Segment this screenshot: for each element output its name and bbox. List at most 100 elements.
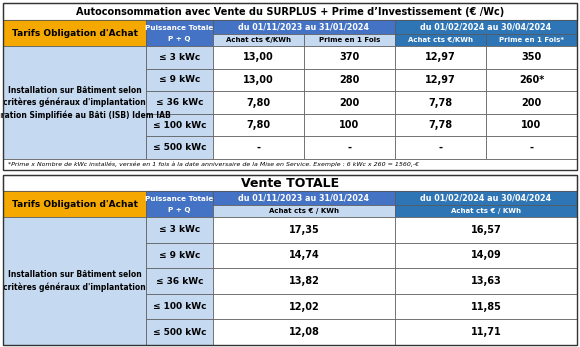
Bar: [395, 294, 577, 319]
Text: Prime en 1 Fois*: Prime en 1 Fois*: [499, 37, 564, 43]
Bar: [146, 20, 213, 46]
Text: 12,97: 12,97: [425, 52, 456, 62]
Text: du 01/02/2024 au 30/04/2024: du 01/02/2024 au 30/04/2024: [420, 23, 552, 32]
Text: 17,35: 17,35: [289, 225, 320, 235]
Text: 11,85: 11,85: [470, 302, 502, 312]
Text: ≤ 9 kWc: ≤ 9 kWc: [159, 75, 200, 84]
Bar: [395, 205, 577, 217]
Bar: [213, 217, 395, 243]
Bar: [486, 34, 577, 46]
Text: Achat cts € / KWh: Achat cts € / KWh: [269, 208, 339, 214]
Text: du 01/02/2024 au 30/04/2024: du 01/02/2024 au 30/04/2024: [420, 194, 552, 203]
Text: 200: 200: [339, 98, 360, 108]
Bar: [3, 46, 146, 159]
Text: ≤ 100 kWc: ≤ 100 kWc: [153, 121, 206, 129]
Text: Installation sur Bâtiment selon
critères généraux d'implantation: Installation sur Bâtiment selon critères…: [3, 270, 146, 292]
Text: ≤ 100 kWc: ≤ 100 kWc: [153, 302, 206, 311]
Text: -: -: [256, 143, 260, 153]
Bar: [213, 69, 304, 91]
Bar: [146, 191, 213, 217]
Bar: [395, 243, 577, 268]
Bar: [146, 243, 213, 268]
Bar: [213, 34, 304, 46]
Bar: [395, 114, 486, 136]
Bar: [395, 136, 486, 159]
Bar: [3, 175, 577, 191]
Text: Autoconsommation avec Vente du SURPLUS + Prime d’Investissement (€ /Wc): Autoconsommation avec Vente du SURPLUS +…: [76, 7, 504, 17]
Bar: [486, 136, 577, 159]
Text: Puissance Totale: Puissance Totale: [146, 25, 213, 31]
Text: du 01/11/2023 au 31/01/2024: du 01/11/2023 au 31/01/2024: [238, 23, 369, 32]
Bar: [395, 20, 577, 34]
Text: 13,82: 13,82: [289, 276, 320, 286]
Bar: [395, 268, 577, 294]
Bar: [395, 217, 577, 243]
Bar: [395, 319, 577, 345]
Bar: [213, 91, 304, 114]
Bar: [304, 34, 395, 46]
Text: 280: 280: [339, 75, 360, 85]
Text: Tarifs Obligation d'Achat: Tarifs Obligation d'Achat: [12, 200, 137, 209]
Bar: [3, 3, 577, 20]
Bar: [304, 69, 395, 91]
Text: 100: 100: [339, 120, 360, 130]
Text: 7,78: 7,78: [429, 120, 452, 130]
Text: Achat cts €/KWh: Achat cts €/KWh: [408, 37, 473, 43]
Text: 7,80: 7,80: [246, 120, 270, 130]
Text: P + Q: P + Q: [168, 36, 191, 42]
Text: -: -: [438, 143, 443, 153]
Text: du 01/11/2023 au 31/01/2024: du 01/11/2023 au 31/01/2024: [238, 194, 369, 203]
Text: Puissance Totale: Puissance Totale: [146, 196, 213, 202]
Text: -: -: [347, 143, 351, 153]
Text: Prime en 1 Fois: Prime en 1 Fois: [319, 37, 380, 43]
Bar: [395, 191, 577, 205]
Bar: [213, 294, 395, 319]
Bar: [146, 136, 213, 159]
Text: 13,63: 13,63: [470, 276, 501, 286]
Text: ≤ 3 kWc: ≤ 3 kWc: [159, 53, 200, 62]
Text: 12,97: 12,97: [425, 75, 456, 85]
Text: 11,71: 11,71: [470, 327, 501, 337]
Bar: [213, 319, 395, 345]
Bar: [146, 91, 213, 114]
Text: 7,78: 7,78: [429, 98, 452, 108]
Text: 100: 100: [521, 120, 542, 130]
Text: 200: 200: [521, 98, 542, 108]
Text: 13,00: 13,00: [243, 75, 274, 85]
Text: 14,09: 14,09: [470, 251, 501, 260]
Text: ≤ 500 kWc: ≤ 500 kWc: [153, 143, 206, 152]
Text: 12,08: 12,08: [289, 327, 320, 337]
Bar: [395, 46, 486, 69]
Bar: [213, 191, 395, 205]
Text: ≤ 3 kWc: ≤ 3 kWc: [159, 225, 200, 234]
Bar: [304, 136, 395, 159]
Bar: [213, 46, 304, 69]
Text: 7,80: 7,80: [246, 98, 270, 108]
Bar: [213, 20, 395, 34]
Bar: [395, 69, 486, 91]
Bar: [213, 243, 395, 268]
Text: Installation sur Bâtiment selon
critères généraux d'implantation
Intégration Sim: Installation sur Bâtiment selon critères…: [0, 85, 171, 119]
Text: 13,00: 13,00: [243, 52, 274, 62]
Text: 16,57: 16,57: [470, 225, 501, 235]
Bar: [395, 91, 486, 114]
Bar: [146, 69, 213, 91]
Bar: [304, 114, 395, 136]
Text: 260*: 260*: [519, 75, 544, 85]
Bar: [3, 191, 146, 217]
Bar: [486, 91, 577, 114]
Text: P + Q: P + Q: [168, 207, 191, 213]
Bar: [304, 91, 395, 114]
Bar: [213, 268, 395, 294]
Bar: [486, 46, 577, 69]
Bar: [213, 114, 304, 136]
Text: 370: 370: [339, 52, 360, 62]
Bar: [3, 159, 577, 170]
Text: Vente TOTALE: Vente TOTALE: [241, 177, 339, 189]
Bar: [486, 69, 577, 91]
Bar: [146, 114, 213, 136]
Bar: [3, 217, 146, 345]
Bar: [213, 205, 395, 217]
Bar: [304, 46, 395, 69]
Bar: [146, 294, 213, 319]
